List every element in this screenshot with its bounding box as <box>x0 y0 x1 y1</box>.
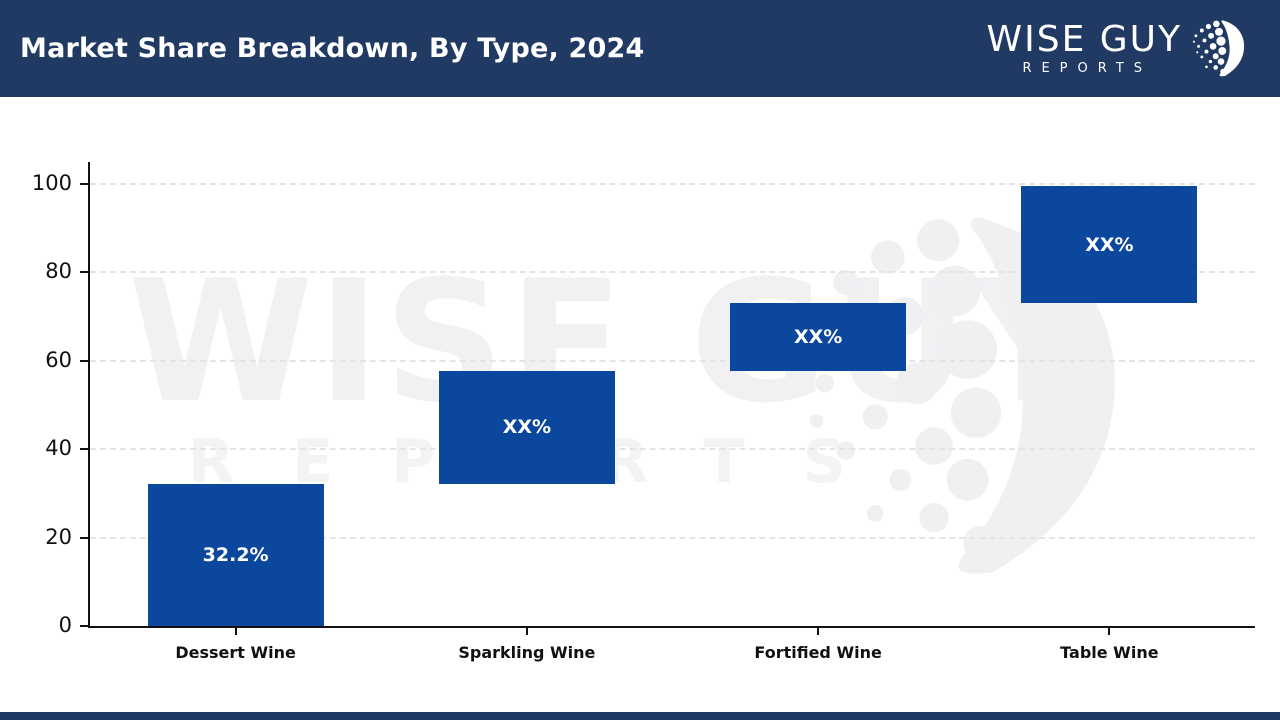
bar-value-label: 32.2% <box>202 543 269 566</box>
y-gridline <box>90 536 1255 539</box>
y-tick-mark <box>80 359 88 362</box>
bar-segment: XX% <box>438 370 615 484</box>
y-tick-label: 40 <box>45 436 72 461</box>
bar-value-label: XX% <box>793 326 843 349</box>
y-tick-mark <box>80 183 88 186</box>
x-category-label: Table Wine <box>1060 643 1159 662</box>
x-category-label: Fortified Wine <box>754 643 882 662</box>
x-category-label: Dessert Wine <box>175 643 296 662</box>
wise-guy-logo: WISE GUY REPORTS <box>987 10 1253 88</box>
chart-title: Market Share Breakdown, By Type, 2024 <box>20 33 645 64</box>
y-gridline <box>90 448 1255 451</box>
dotted-face-icon <box>1192 19 1245 76</box>
bar-value-label: XX% <box>1085 233 1134 256</box>
x-tick-mark <box>525 626 528 635</box>
y-gridline <box>90 359 1255 362</box>
y-tick-mark <box>80 625 88 627</box>
bar-value-label: XX% <box>502 416 552 439</box>
header-band: Market Share Breakdown, By Type, 2024 WI… <box>0 0 1280 97</box>
logo-wordmark: WISE GUY <box>986 18 1182 60</box>
plot-area: 0 20 40 60 80 100 32.2% Dessert Wine XX% Sparklin… <box>32 162 1255 662</box>
y-tick-mark <box>80 271 88 274</box>
bar-segment: 32.2% <box>147 483 324 626</box>
x-tick-mark <box>234 626 237 635</box>
y-tick-label: 20 <box>45 524 72 549</box>
y-tick-label: 100 <box>31 171 72 196</box>
bar-segment: XX% <box>1021 186 1198 304</box>
y-gridline <box>90 183 1255 186</box>
footer-band <box>0 712 1280 720</box>
y-tick-label: 0 <box>58 613 72 637</box>
y-gridline <box>90 271 1255 274</box>
logo-text: WISE GUY REPORTS <box>986 18 1183 76</box>
y-tick-mark <box>80 536 88 539</box>
x-tick-mark <box>1108 626 1111 635</box>
logo-subtitle: REPORTS <box>1022 60 1153 76</box>
y-tick-mark <box>80 448 88 451</box>
bar-segment: XX% <box>730 303 907 371</box>
x-tick-mark <box>817 626 820 635</box>
x-category-label: Sparkling Wine <box>458 643 596 662</box>
y-tick-label: 80 <box>45 259 72 284</box>
y-tick-label: 60 <box>45 347 72 372</box>
